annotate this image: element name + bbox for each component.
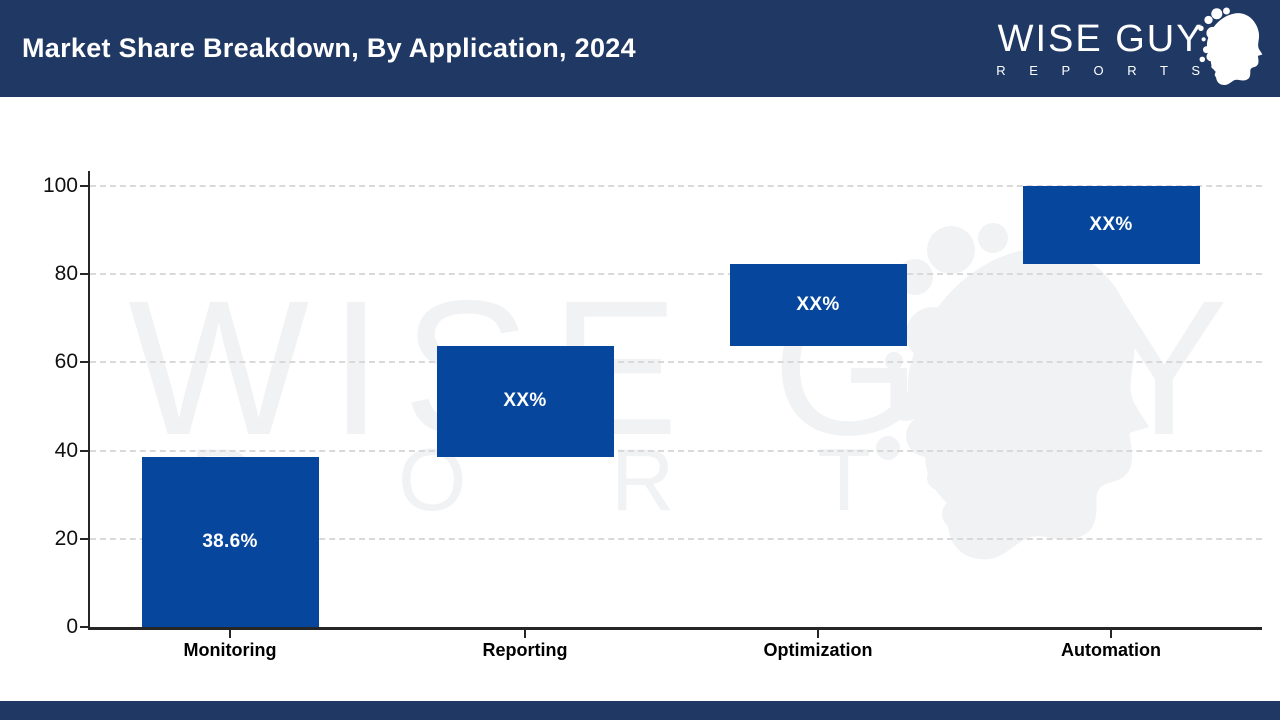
y-tick-label-80: 80 bbox=[54, 262, 78, 286]
y-tick-label-20: 20 bbox=[54, 526, 78, 550]
y-tick-mark-20 bbox=[80, 537, 88, 540]
header-bar: Market Share Breakdown, By Application, … bbox=[0, 0, 1280, 97]
y-tick-label-100: 100 bbox=[42, 174, 78, 197]
gridline-60 bbox=[90, 361, 1262, 364]
x-category-label-automation: Automation bbox=[1061, 640, 1161, 660]
x-category-label-optimization: Optimization bbox=[763, 640, 873, 660]
gridline-40 bbox=[90, 449, 1262, 452]
bar-value-label: XX% bbox=[1089, 213, 1133, 235]
x-tick-mark-reporting bbox=[524, 630, 526, 638]
y-tick-mark-60 bbox=[80, 361, 88, 364]
bar-value-label: XX% bbox=[796, 293, 840, 315]
bar-optimization: XX% bbox=[729, 263, 907, 347]
brand-name: WISE GUY bbox=[997, 17, 1204, 60]
y-tick-label-60: 60 bbox=[54, 350, 78, 374]
bar-value-label: 38.6% bbox=[202, 530, 258, 552]
y-tick-mark-100 bbox=[80, 185, 88, 187]
y-tick-mark-80 bbox=[80, 273, 88, 276]
x-axis-line bbox=[88, 627, 1262, 630]
x-category-label-reporting: Reporting bbox=[482, 640, 568, 660]
brand-head-icon bbox=[1194, 6, 1270, 92]
brand-text: WISE GUY R E P O R T S bbox=[991, 20, 1210, 78]
watermark-text-line1: WISE GUY bbox=[128, 260, 1249, 475]
x-category-label-monitoring: Monitoring bbox=[183, 640, 277, 660]
bar-value-label: XX% bbox=[503, 390, 547, 412]
y-axis-line bbox=[88, 171, 90, 630]
brand-subname: R E P O R T S bbox=[996, 62, 1210, 78]
gridline-100 bbox=[90, 185, 1262, 187]
brand-logo: WISE GUY R E P O R T S bbox=[991, 6, 1270, 92]
page-title: Market Share Breakdown, By Application, … bbox=[22, 33, 636, 63]
x-tick-mark-monitoring bbox=[229, 630, 231, 638]
bar-reporting: XX% bbox=[436, 346, 614, 457]
gridline-80 bbox=[90, 273, 1262, 276]
x-tick-mark-optimization bbox=[817, 630, 819, 638]
bar-automation: XX% bbox=[1022, 186, 1200, 264]
y-tick-label-40: 40 bbox=[54, 438, 78, 462]
y-tick-mark-0 bbox=[80, 626, 88, 628]
y-tick-mark-40 bbox=[80, 449, 88, 452]
x-tick-mark-automation bbox=[1110, 630, 1112, 638]
y-tick-label-0: 0 bbox=[66, 615, 78, 638]
footer-bar bbox=[0, 701, 1280, 720]
gridline-20 bbox=[90, 537, 1262, 540]
bar-monitoring: 38.6% bbox=[141, 456, 319, 627]
